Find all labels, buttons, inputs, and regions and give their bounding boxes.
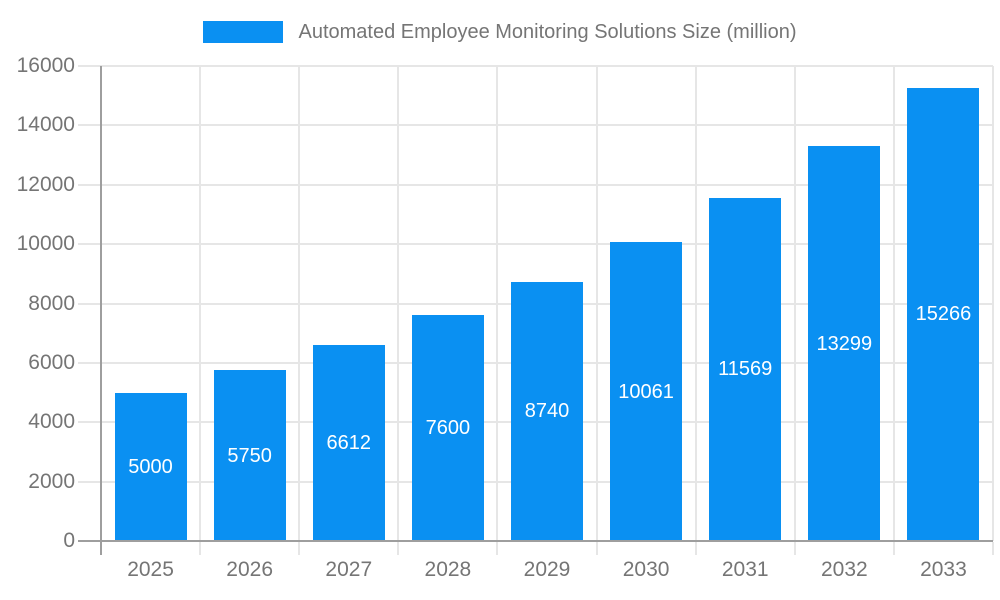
gridline-vertical [397, 66, 400, 541]
gridline-vertical [595, 66, 598, 541]
y-tick-label: 0 [63, 529, 75, 552]
y-tick-label: 14000 [16, 113, 75, 137]
gridline-horizontal [78, 243, 993, 246]
x-axis-tick [595, 542, 598, 555]
bar-value-label: 8740 [524, 400, 570, 423]
x-axis-tick [298, 542, 301, 555]
x-tick-label: 2030 [622, 558, 670, 581]
gridline-horizontal [78, 65, 993, 67]
legend-row: Automated Employee Monitoring Solutions … [0, 16, 1000, 48]
x-tick-label: 2031 [721, 558, 769, 581]
bar [411, 315, 484, 541]
bar-value-label: 5750 [227, 444, 272, 467]
y-tick-label: 8000 [28, 291, 75, 315]
x-tick-label: 2033 [920, 558, 967, 581]
x-axis-tick [496, 542, 499, 555]
x-axis-line [78, 540, 993, 542]
gridline-horizontal [78, 124, 993, 127]
y-tick-label: 4000 [28, 410, 75, 434]
bar-value-label: 5000 [128, 455, 173, 478]
bar-value-label: 10061 [618, 380, 674, 403]
x-axis-tick [397, 542, 400, 555]
x-tick-label: 2032 [820, 558, 868, 581]
bar-value-label: 13299 [816, 332, 873, 355]
bar-value-label: 11569 [718, 358, 773, 381]
gridline-vertical [298, 66, 301, 541]
gridline-vertical [992, 66, 994, 541]
x-axis-tick [199, 542, 202, 555]
y-tick-label: 16000 [16, 54, 75, 77]
bar-value-label: 7600 [425, 417, 471, 440]
legend-swatch-icon [203, 21, 284, 43]
x-tick-label: 2027 [325, 558, 373, 581]
legend-label: Automated Employee Monitoring Solutions … [298, 20, 797, 43]
x-tick-label: 2029 [523, 558, 571, 581]
y-tick-label: 10000 [16, 232, 75, 256]
bar-value-label: 15266 [915, 303, 972, 326]
y-tick-label: 12000 [16, 172, 75, 196]
x-axis-tick [892, 542, 895, 555]
bar [907, 87, 980, 541]
gridline-vertical [694, 66, 697, 541]
legend-item[interactable]: Automated Employee Monitoring Solutions … [203, 20, 797, 44]
x-axis-tick [694, 542, 697, 555]
bar [511, 281, 583, 541]
y-tick-label: 2000 [28, 469, 75, 493]
y-axis-line [100, 66, 102, 555]
bar [610, 242, 683, 541]
y-tick-label: 6000 [28, 350, 75, 374]
x-tick-label: 2025 [127, 558, 174, 581]
x-tick-label: 2028 [424, 558, 472, 581]
gridline-vertical [199, 66, 202, 541]
bar [709, 197, 782, 541]
gridline-vertical [892, 66, 895, 541]
x-tick-label: 2026 [226, 558, 274, 581]
x-axis-tick [992, 542, 994, 555]
bar [808, 146, 881, 541]
gridline-horizontal [78, 183, 993, 186]
bar [213, 370, 286, 541]
x-axis-tick [793, 542, 796, 555]
bar [114, 392, 187, 541]
gridline-vertical [793, 66, 796, 541]
bar [312, 344, 385, 541]
bar-value-label: 6612 [326, 431, 372, 454]
gridline-vertical [496, 66, 499, 541]
